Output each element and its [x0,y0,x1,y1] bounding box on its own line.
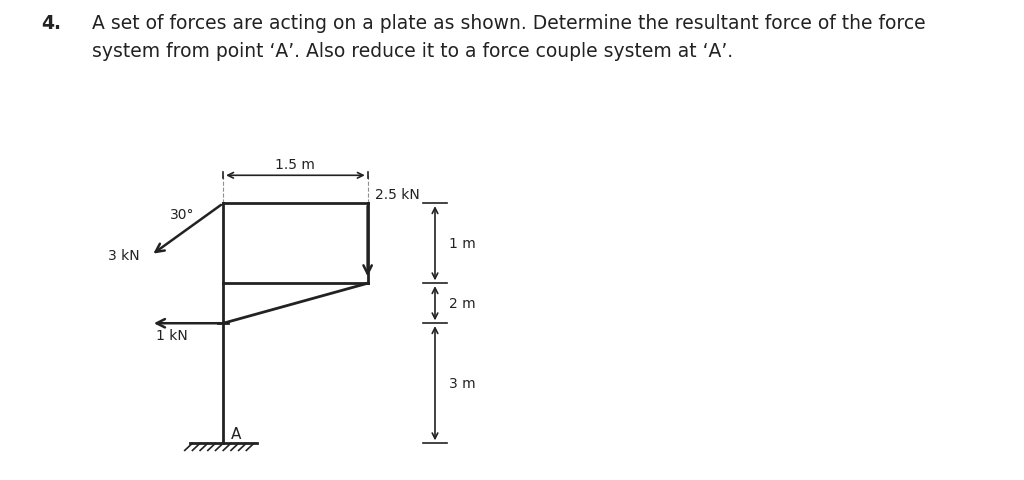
Text: 4.: 4. [41,14,61,34]
Text: 1.5 m: 1.5 m [275,158,315,172]
Text: A: A [231,426,242,441]
Text: 30°: 30° [170,208,195,222]
Text: 2 m: 2 m [450,297,476,311]
Text: 1 kN: 1 kN [156,328,187,342]
Text: A set of forces are acting on a plate as shown. Determine the resultant force of: A set of forces are acting on a plate as… [92,14,926,61]
Text: 1 m: 1 m [450,237,476,251]
Text: 2.5 kN: 2.5 kN [376,188,420,202]
Text: 3 kN: 3 kN [108,249,139,263]
Text: 3 m: 3 m [450,376,476,390]
